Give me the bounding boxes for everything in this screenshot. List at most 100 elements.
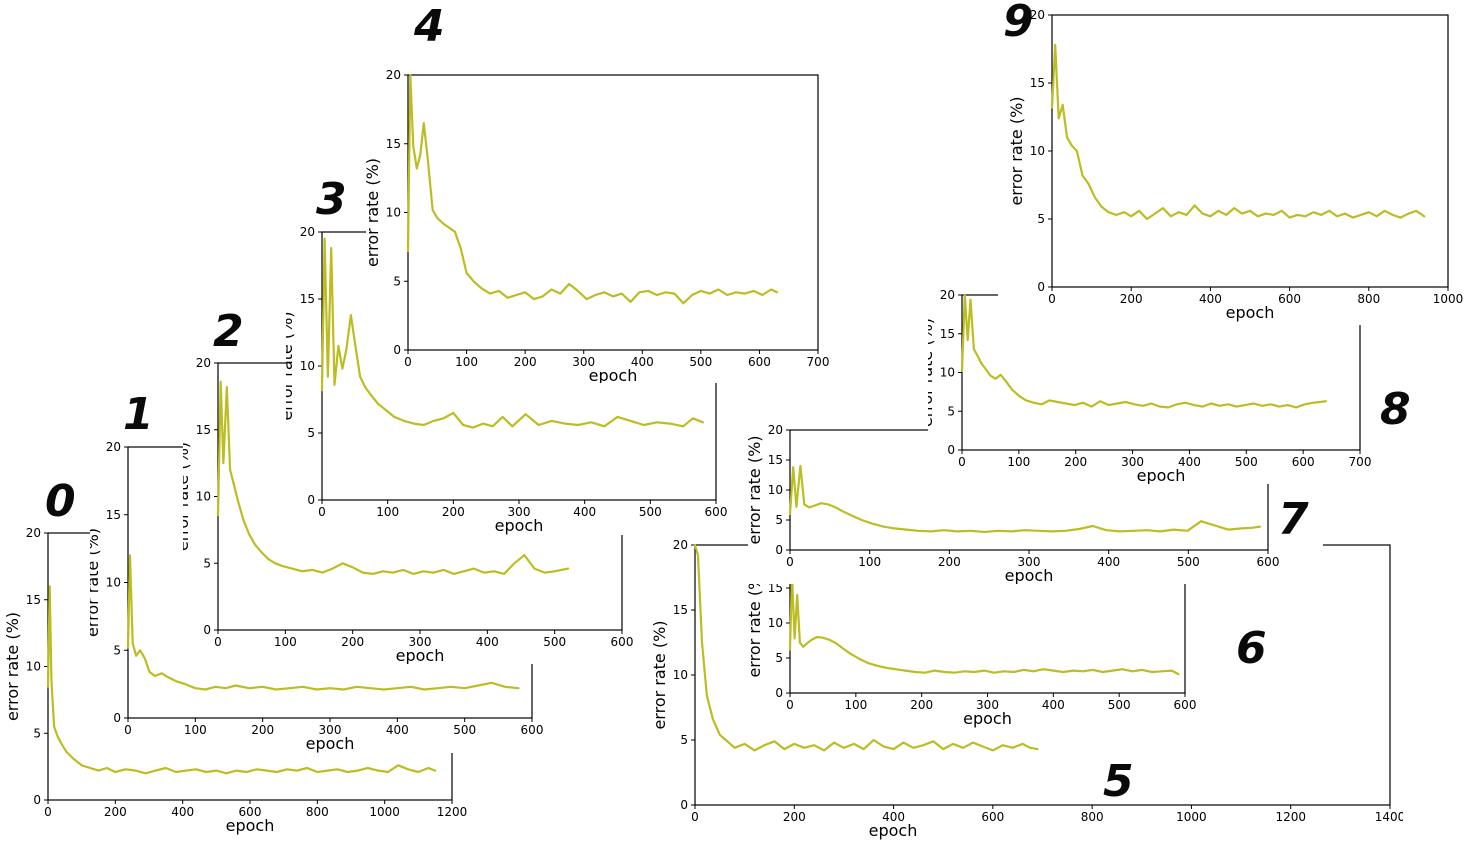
y-tick-label: 5 [393,274,401,288]
y-tick-label: 0 [775,686,783,700]
x-tick-label: 1400 [1375,810,1403,824]
y-tick-label: 20 [1030,8,1045,22]
x-tick-label: 0 [958,455,966,469]
y-axis-label: error rate (%) [748,435,764,544]
y-tick-label: 15 [768,453,783,467]
x-tick-label: 100 [376,505,399,519]
x-tick-label: 0 [214,635,222,649]
y-tick-label: 5 [947,404,955,418]
y-tick-label: 15 [196,423,211,437]
y-tick-label: 20 [386,68,401,82]
y-tick-label: 10 [196,490,211,504]
x-tick-label: 700 [807,355,830,369]
y-tick-label: 0 [680,798,688,812]
y-tick-label: 0 [203,623,211,637]
y-tick-label: 20 [106,440,121,454]
x-tick-label: 800 [1081,810,1104,824]
y-axis-label: error rate (%) [1007,96,1026,205]
x-axis-label: epoch [869,821,918,840]
y-tick-label: 10 [940,366,955,380]
y-axis-label: error rate (%) [366,158,382,267]
chart-number-label: 1 [123,389,154,440]
y-tick-label: 10 [1030,144,1045,158]
x-axis-label: epoch [306,734,355,753]
chart-number-label: 3 [316,174,347,225]
x-tick-label: 100 [455,355,478,369]
y-tick-label: 15 [106,508,121,522]
x-tick-label: 800 [306,805,329,819]
y-tick-label: 15 [768,581,783,595]
y-axis-label: error rate (%) [928,318,936,427]
y-axis-label: error rate (%) [653,620,669,729]
chart-plot-4: 0 100 200 300 400 500 600 700 0 5 10 15 20 epoch error… [366,68,830,383]
y-axis-label: error rate (%) [183,442,192,551]
x-tick-label: 800 [1357,292,1380,306]
y-tick-label: 5 [775,513,783,527]
x-tick-label: 100 [274,635,297,649]
x-tick-label: 0 [691,810,699,824]
y-tick-label: 10 [768,616,783,630]
x-tick-label: 500 [639,505,662,519]
x-tick-label: 400 [1178,455,1201,469]
x-tick-label: 500 [1108,698,1131,712]
chart-figure-9: 0 200 400 600 800 1000 0 5 10 15 20 epoch error rate… [998,0,1464,325]
x-tick-label: 400 [1097,555,1120,569]
x-tick-label: 0 [44,805,52,819]
y-tick-label: 0 [307,493,315,507]
chart-plot-0: 0 200 400 600 800 1000 120005101520epocherror … [5,526,468,835]
y-tick-label: 0 [393,343,401,357]
x-tick-label: 400 [573,505,596,519]
x-tick-label: 0 [1048,292,1056,306]
y-tick-label: 20 [300,225,315,239]
y-tick-label: 20 [768,423,783,437]
x-tick-label: 600 [521,723,544,737]
y-tick-label: 5 [775,651,783,665]
x-tick-label: 600 [981,810,1004,824]
x-tick-label: 1000 [369,805,400,819]
x-tick-label: 300 [976,698,999,712]
x-tick-label: 300 [508,505,531,519]
x-tick-label: 200 [104,805,127,819]
y-tick-label: 5 [33,726,41,740]
y-tick-label: 10 [673,668,688,682]
y-axis-label: error rate (%) [5,612,22,721]
x-tick-label: 0 [786,698,794,712]
x-tick-label: 1200 [437,805,468,819]
x-axis-label: epoch [396,646,445,664]
x-tick-label: 400 [882,810,905,824]
y-tick-label: 5 [307,426,315,440]
y-tick-label: 20 [673,538,688,552]
x-tick-label: 600 [239,805,262,819]
x-tick-label: 400 [386,723,409,737]
y-axis-label: error rate (%) [90,528,102,637]
x-tick-label: 100 [858,555,881,569]
x-tick-label: 300 [409,635,432,649]
x-tick-label: 0 [786,555,794,569]
x-tick-label: 200 [442,505,465,519]
x-tick-label: 200 [251,723,274,737]
x-axis-label: epoch [226,816,275,835]
x-tick-label: 500 [1235,455,1258,469]
y-tick-label: 10 [26,660,41,674]
x-axis-label: epoch [1005,566,1054,584]
x-axis-label: epoch [1137,466,1186,484]
x-tick-label: 400 [171,805,194,819]
y-tick-label: 0 [775,543,783,557]
x-tick-label: 400 [1199,292,1222,306]
x-tick-label: 500 [689,355,712,369]
x-tick-label: 600 [1278,292,1301,306]
y-tick-label: 10 [386,206,401,220]
y-tick-label: 20 [940,288,955,302]
x-tick-label: 500 [453,723,476,737]
x-axis-label: epoch [1226,303,1275,322]
y-tick-label: 5 [113,643,121,657]
chart-number-label: 8 [1380,384,1411,435]
x-tick-label: 200 [1064,455,1087,469]
y-tick-label: 10 [106,576,121,590]
y-tick-label: 0 [947,443,955,457]
y-tick-label: 0 [1037,280,1045,294]
y-tick-label: 5 [680,733,688,747]
x-tick-label: 0 [404,355,412,369]
